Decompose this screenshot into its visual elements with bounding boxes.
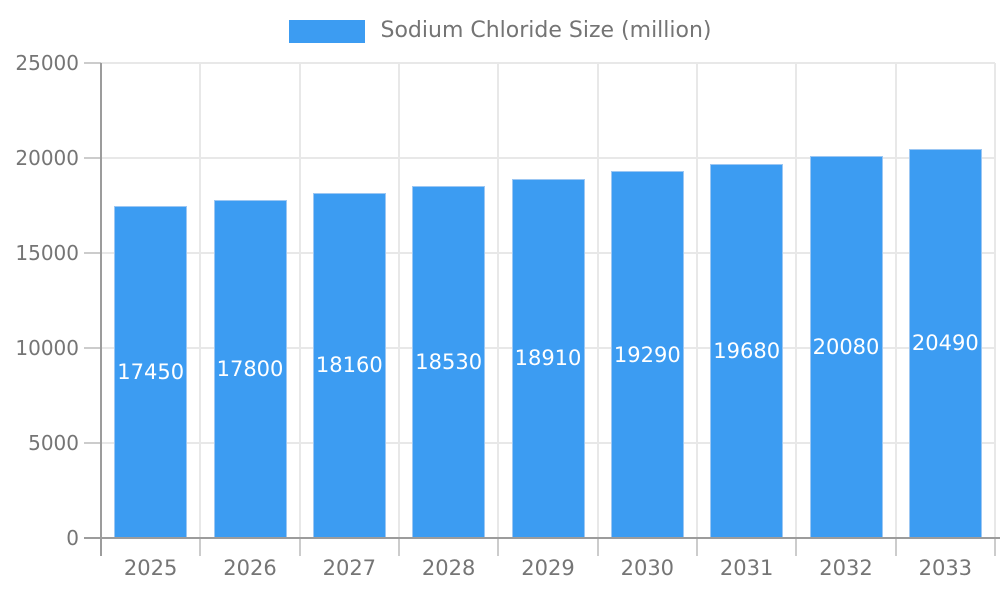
bar-2033[interactable] [908, 148, 982, 538]
y-gridline [101, 157, 995, 159]
x-axis-tick [696, 539, 698, 556]
x-axis-tick-label: 2027 [322, 556, 377, 580]
x-axis-tick-label: 2032 [819, 556, 873, 580]
x-gridline [497, 63, 500, 538]
legend-swatch [288, 19, 365, 43]
y-axis-tick [84, 157, 101, 159]
bar-value-label: 19680 [713, 339, 781, 364]
y-axis-line [100, 63, 102, 556]
bar-2028[interactable] [412, 185, 486, 538]
bar-2029[interactable] [511, 178, 585, 538]
x-gridline [994, 63, 996, 538]
bar-value-label: 18160 [315, 353, 383, 378]
bar-2027[interactable] [312, 192, 386, 538]
x-axis-tick-label: 2026 [223, 556, 277, 580]
x-gridline [199, 63, 202, 538]
y-axis-tick [84, 347, 101, 349]
y-axis-tick-label: 25000 [15, 51, 79, 75]
x-gridline [696, 63, 698, 538]
y-axis-tick-label: 15000 [15, 241, 79, 265]
bar-2030[interactable] [610, 171, 684, 538]
y-axis-tick [84, 62, 101, 64]
y-axis-tick-label: 5000 [28, 431, 79, 455]
bar-value-label: 17800 [216, 356, 284, 381]
bar-2026[interactable] [213, 199, 287, 538]
x-axis-tick [398, 539, 400, 556]
legend-label: Sodium Chloride Size (million) [380, 18, 712, 43]
bar-value-label: 20490 [911, 331, 979, 356]
y-axis-tick [84, 442, 101, 444]
x-axis-tick-label: 2029 [521, 556, 575, 580]
x-axis-tick [596, 539, 599, 556]
y-axis-tick-label: 0 [66, 526, 79, 550]
x-axis-tick-label: 2031 [719, 556, 774, 580]
x-axis-tick [994, 539, 996, 556]
y-axis-tick-label: 10000 [15, 336, 79, 360]
bar-2031[interactable] [710, 164, 784, 538]
y-axis-tick [84, 252, 101, 254]
x-axis-tick-label: 2033 [918, 556, 973, 580]
x-axis-tick-label: 2025 [123, 556, 178, 580]
legend[interactable]: Sodium Chloride Size (million) [0, 19, 1000, 43]
bar-value-label: 17450 [117, 360, 185, 385]
x-axis-line [84, 537, 1000, 539]
x-axis-tick [795, 539, 798, 556]
x-axis-tick-label: 2028 [421, 556, 476, 580]
bar-2032[interactable] [809, 156, 883, 538]
bar-value-label: 20080 [812, 335, 880, 360]
bar-2025[interactable] [114, 206, 188, 538]
x-gridline [795, 63, 798, 538]
x-gridline [398, 63, 400, 538]
x-axis-tick [199, 539, 202, 556]
x-axis-tick-label: 2030 [620, 556, 675, 580]
bar-value-label: 18530 [415, 349, 483, 374]
bar-value-label: 19290 [613, 342, 681, 367]
x-gridline [298, 63, 301, 538]
x-gridline [596, 63, 599, 538]
y-gridline [101, 62, 995, 64]
x-axis-tick [298, 539, 301, 556]
x-axis-tick [497, 539, 500, 556]
x-gridline [894, 63, 897, 538]
bar-value-label: 18910 [514, 346, 582, 371]
y-axis-tick-label: 20000 [15, 146, 79, 170]
x-axis-tick [894, 539, 897, 556]
